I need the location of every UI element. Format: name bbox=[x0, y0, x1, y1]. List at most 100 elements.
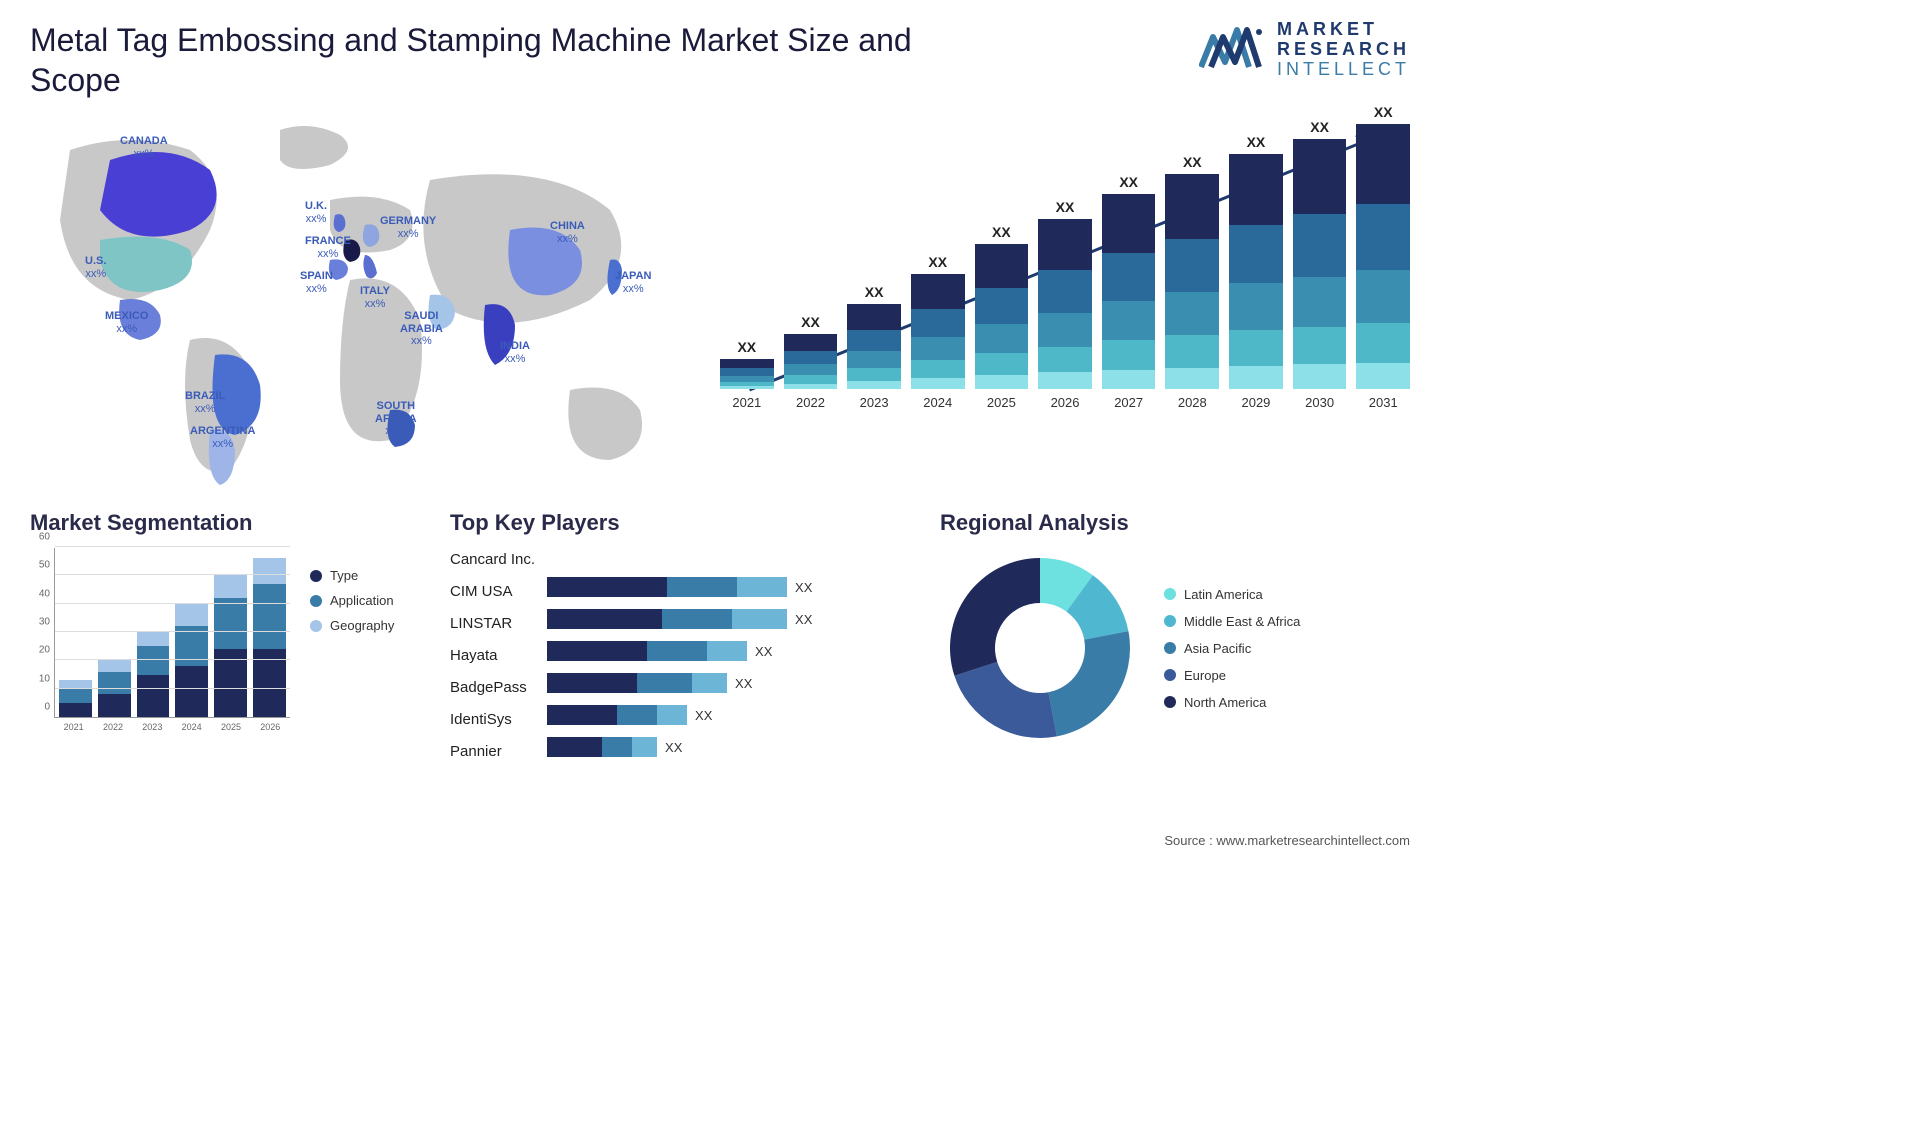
growth-segment bbox=[1165, 174, 1219, 239]
legend-item: Geography bbox=[310, 618, 394, 633]
seg-x-label: 2022 bbox=[93, 722, 132, 732]
growth-segment bbox=[911, 309, 965, 338]
growth-segment bbox=[1038, 313, 1092, 347]
growth-segment bbox=[1229, 283, 1283, 330]
growth-segment bbox=[911, 337, 965, 360]
growth-value-label: XX bbox=[801, 314, 820, 330]
seg-segment bbox=[59, 703, 92, 717]
legend-dot bbox=[1164, 642, 1176, 654]
growth-year-label: 2024 bbox=[923, 395, 952, 410]
seg-bar bbox=[98, 660, 131, 717]
growth-segment bbox=[911, 378, 965, 390]
growth-segment bbox=[1229, 330, 1283, 365]
growth-segment bbox=[720, 386, 774, 389]
legend-label: Application bbox=[330, 593, 394, 608]
growth-value-label: XX bbox=[1183, 154, 1202, 170]
legend-item: Europe bbox=[1164, 668, 1300, 683]
growth-segment bbox=[911, 360, 965, 377]
growth-value-label: XX bbox=[1374, 104, 1393, 120]
growth-segment bbox=[1038, 372, 1092, 389]
growth-segment bbox=[1293, 214, 1347, 277]
growth-year-label: 2027 bbox=[1114, 395, 1143, 410]
donut-segment bbox=[950, 558, 1040, 676]
growth-segment bbox=[975, 324, 1029, 353]
growth-segment bbox=[847, 368, 901, 381]
growth-segment bbox=[1102, 253, 1156, 302]
segmentation-title: Market Segmentation bbox=[30, 510, 430, 536]
players-section: Top Key Players Cancard Inc.CIM USALINST… bbox=[450, 510, 920, 762]
player-name: Pannier bbox=[450, 740, 535, 762]
growth-segment bbox=[975, 375, 1029, 390]
legend-item: Middle East & Africa bbox=[1164, 614, 1300, 629]
growth-segment bbox=[1102, 301, 1156, 340]
growth-bar: XX2022 bbox=[784, 314, 838, 410]
player-segment bbox=[667, 577, 737, 597]
legend-dot bbox=[1164, 669, 1176, 681]
growth-bar: XX2025 bbox=[975, 224, 1029, 410]
map-label: ITALYxx% bbox=[360, 285, 390, 310]
seg-gridline bbox=[55, 546, 290, 547]
growth-segment bbox=[1229, 225, 1283, 284]
growth-segment bbox=[784, 334, 838, 351]
legend-label: Middle East & Africa bbox=[1184, 614, 1300, 629]
growth-segment bbox=[847, 351, 901, 368]
segmentation-section: Market Segmentation 0102030405060 202120… bbox=[30, 510, 430, 762]
player-segment bbox=[692, 673, 727, 693]
growth-bar: XX2027 bbox=[1102, 174, 1156, 410]
growth-value-label: XX bbox=[928, 254, 947, 270]
player-row: XX bbox=[547, 576, 920, 598]
growth-bar: XX 2031 bbox=[1356, 104, 1410, 410]
segmentation-legend: Type Application Geography bbox=[310, 548, 394, 748]
legend-label: North America bbox=[1184, 695, 1266, 710]
map-label: INDIAxx% bbox=[500, 340, 530, 365]
growth-segment bbox=[975, 288, 1029, 324]
source-text: Source : www.marketresearchintellect.com bbox=[1164, 833, 1410, 848]
growth-year-label: 2021 bbox=[732, 395, 761, 410]
player-segment bbox=[732, 609, 787, 629]
growth-segment bbox=[1165, 335, 1219, 367]
growth-segment bbox=[1356, 270, 1410, 323]
seg-segment bbox=[137, 632, 170, 646]
growth-bar: XX 2021 bbox=[720, 339, 774, 410]
growth-segment bbox=[1293, 277, 1347, 327]
seg-segment bbox=[253, 584, 286, 649]
player-row: XX bbox=[547, 608, 920, 630]
seg-x-label: 2025 bbox=[211, 722, 250, 732]
player-value-label: XX bbox=[665, 740, 682, 755]
growth-segment bbox=[1356, 363, 1410, 390]
growth-segment bbox=[720, 368, 774, 376]
growth-segment bbox=[1102, 194, 1156, 253]
seg-segment bbox=[214, 598, 247, 649]
seg-segment bbox=[253, 558, 286, 584]
growth-bar: XX2028 bbox=[1165, 154, 1219, 410]
page-title: Metal Tag Embossing and Stamping Machine… bbox=[30, 20, 930, 100]
growth-value-label: XX bbox=[737, 339, 756, 355]
seg-y-tick: 40 bbox=[39, 588, 50, 599]
growth-bar: XX 2024 bbox=[911, 254, 965, 410]
map-label: SOUTHAFRICAxx% bbox=[375, 400, 417, 438]
world-map: CANADAxx%U.S.xx%MEXICOxx%BRAZILxx%ARGENT… bbox=[30, 110, 690, 490]
seg-segment bbox=[175, 666, 208, 717]
legend-dot bbox=[310, 570, 322, 582]
map-label: SPAINxx% bbox=[300, 270, 333, 295]
legend-item: Type bbox=[310, 568, 394, 583]
seg-y-tick: 20 bbox=[39, 645, 50, 656]
growth-segment bbox=[784, 364, 838, 375]
seg-x-label: 2021 bbox=[54, 722, 93, 732]
player-segment bbox=[647, 641, 707, 661]
seg-bar bbox=[137, 632, 170, 717]
regional-donut bbox=[940, 548, 1140, 748]
players-names: Cancard Inc.CIM USALINSTARHayataBadgePas… bbox=[450, 548, 535, 762]
growth-bar: XX2026 bbox=[1038, 199, 1092, 410]
player-bar bbox=[547, 737, 657, 757]
growth-segment bbox=[847, 381, 901, 390]
seg-segment bbox=[137, 675, 170, 718]
map-label: BRAZILxx% bbox=[185, 390, 225, 415]
growth-segment bbox=[1102, 340, 1156, 369]
seg-gridline bbox=[55, 631, 290, 632]
growth-segment bbox=[784, 375, 838, 383]
player-segment bbox=[662, 609, 732, 629]
growth-year-label: 2031 bbox=[1369, 395, 1398, 410]
legend-label: Geography bbox=[330, 618, 394, 633]
player-segment bbox=[547, 673, 637, 693]
